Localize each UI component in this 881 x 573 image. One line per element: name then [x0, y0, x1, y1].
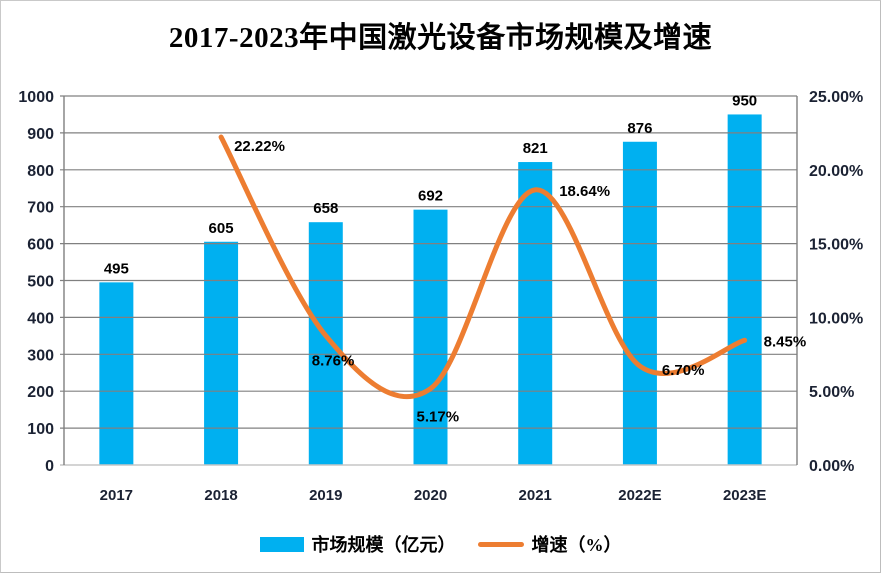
- growth-value-label: 22.22%: [234, 138, 285, 155]
- x-tick-label: 2021: [519, 487, 552, 504]
- x-tick-label: 2023E: [723, 487, 766, 504]
- bar-value-label: 658: [313, 200, 338, 217]
- growth-value-label: 8.76%: [312, 353, 355, 370]
- left-axis-tick-label: 200: [27, 384, 54, 401]
- growth-line: [218, 134, 748, 400]
- x-tick-label: 2020: [414, 487, 447, 504]
- left-axis-tick-label: 400: [27, 310, 54, 327]
- legend: 市场规模（亿元） 增速（%）: [1, 531, 880, 557]
- left-axis-tick-label: 800: [27, 163, 54, 180]
- left-axis-tick-label: 0: [45, 458, 54, 475]
- right-axis-tick-label: 25.00%: [809, 89, 863, 106]
- legend-bar-label: 市场规模（亿元）: [311, 535, 456, 555]
- bar-2022E: [622, 141, 657, 466]
- left-axis-tick-label: 1000: [18, 89, 54, 106]
- bar-2021: [518, 162, 553, 465]
- growth-value-label: 18.64%: [559, 183, 610, 200]
- left-axis-tick-label: 700: [27, 200, 54, 217]
- right-axis-tick-label: 20.00%: [809, 163, 863, 180]
- legend-line-swatch-icon: [477, 541, 524, 547]
- left-axis-tick-label: 100: [27, 421, 54, 438]
- left-axis-tick-label: 500: [27, 274, 54, 291]
- bar-2023E: [727, 114, 762, 465]
- bar-value-label: 821: [523, 140, 548, 157]
- right-axis-tick-label: 0.00%: [809, 458, 854, 475]
- bar-2019: [308, 222, 343, 465]
- bar-value-label: 950: [732, 92, 757, 109]
- bar-value-label: 692: [418, 188, 443, 205]
- growth-value-label: 5.17%: [417, 409, 460, 426]
- chart-title: 2017-2023年中国激光设备市场规模及增速: [168, 22, 713, 54]
- legend-bar-swatch-icon: [259, 536, 304, 552]
- right-axis-tick-label: 10.00%: [809, 310, 863, 327]
- left-axis-tick-label: 900: [27, 126, 54, 143]
- x-tick-label: 2022E: [618, 487, 661, 504]
- x-tick-label: 2017: [100, 487, 133, 504]
- legend-line-label: 增速（%）: [531, 535, 622, 555]
- right-axis-tick-label: 5.00%: [809, 384, 854, 401]
- bar-value-label: 495: [104, 260, 129, 277]
- x-tick-label: 2019: [309, 487, 342, 504]
- left-axis-tick-label: 600: [27, 237, 54, 254]
- bar-2017: [99, 282, 134, 465]
- left-axis-tick-label: 300: [27, 347, 54, 364]
- bar-2020: [413, 209, 448, 465]
- bar-2018: [204, 241, 239, 465]
- bar-value-label: 876: [627, 120, 652, 137]
- chart-canvas: 0 100 200 300 400 500 600 700 800 900 1000 0.00% 5.0…: [18, 89, 863, 504]
- growth-value-label: 6.70%: [662, 362, 705, 379]
- bar-value-label: 605: [209, 220, 234, 237]
- right-axis-tick-label: 15.00%: [809, 237, 863, 254]
- x-tick-label: 2018: [204, 487, 237, 504]
- growth-value-label: 8.45%: [764, 333, 807, 350]
